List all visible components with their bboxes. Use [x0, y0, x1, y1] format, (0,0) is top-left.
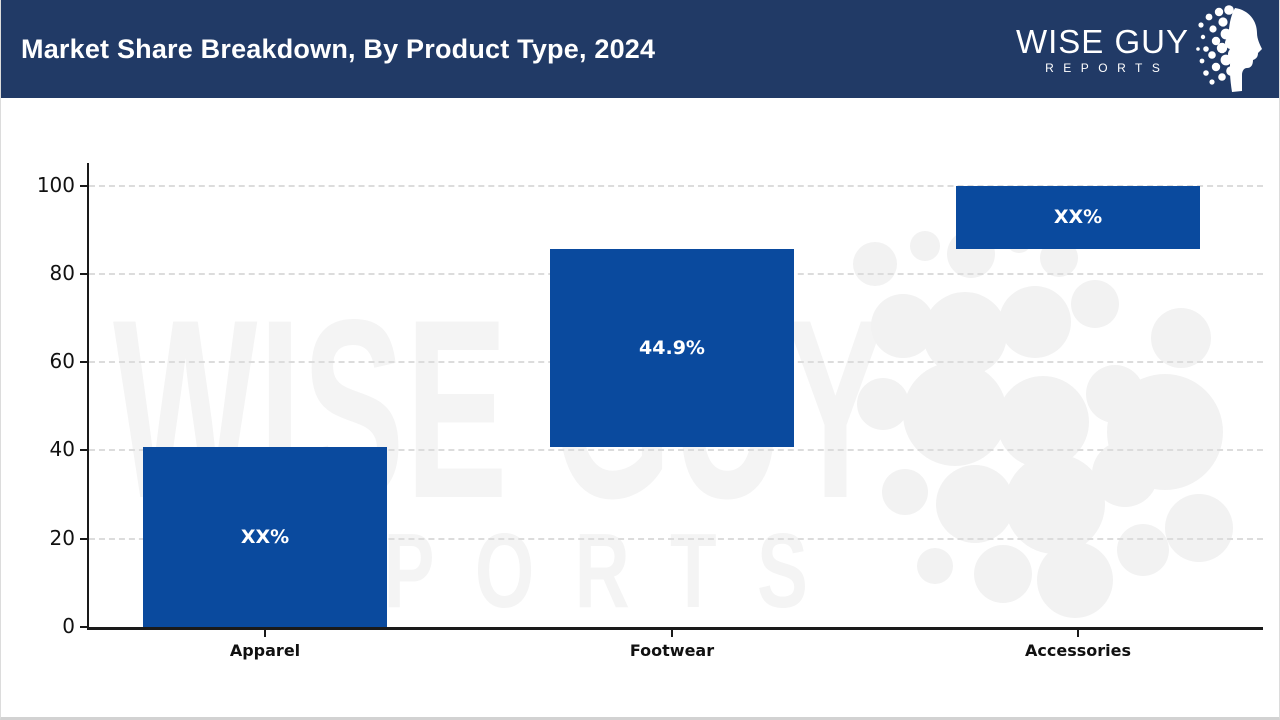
header-bar: Market Share Breakdown, By Product Type,…: [1, 0, 1279, 98]
y-tick-label: 60: [49, 349, 75, 374]
y-axis-tick: [80, 361, 89, 364]
bar-value-label: XX%: [240, 526, 290, 549]
y-axis-tick: [80, 184, 89, 187]
brand-subtitle: REPORTS: [1045, 60, 1170, 75]
y-tick-label: 80: [49, 260, 75, 285]
y-gridline: [89, 184, 1263, 187]
bar-apparel: XX%: [143, 447, 387, 627]
y-axis-tick: [80, 272, 89, 275]
brand-logo-text: WISE GUY REPORTS: [1016, 25, 1189, 74]
x-axis-label-footwear: Footwear: [629, 641, 715, 660]
brand-head-icon: [1196, 5, 1262, 92]
bar-value-label: 44.9%: [639, 337, 705, 360]
page-title: Market Share Breakdown, By Product Type,…: [21, 33, 656, 64]
y-gridline: [89, 537, 1263, 540]
y-tick-label: 0: [62, 614, 75, 638]
y-gridline: [89, 449, 1263, 452]
y-axis-tick: [80, 449, 89, 452]
x-axis-tick: [671, 629, 673, 637]
y-axis-tick: [80, 537, 89, 540]
bar-accessories: XX%: [956, 185, 1200, 250]
x-axis-tick: [264, 629, 266, 637]
brand-logo: WISE GUY REPORTS: [1016, 5, 1265, 93]
brand-name: WISE GUY: [1015, 22, 1189, 60]
y-tick-label: 20: [49, 525, 75, 550]
y-axis-line: [87, 163, 89, 629]
x-axis-label-accessories: Accessories: [1025, 641, 1131, 660]
x-axis-label-apparel: Apparel: [229, 641, 301, 660]
y-tick-label: 100: [36, 172, 75, 197]
y-axis-tick: [80, 626, 89, 628]
x-axis-line: [87, 627, 1263, 630]
bar-value-label: XX%: [1053, 206, 1103, 229]
x-axis-tick: [1077, 629, 1079, 637]
bar-footwear: 44.9%: [550, 249, 794, 448]
y-tick-label: 40: [49, 437, 75, 462]
